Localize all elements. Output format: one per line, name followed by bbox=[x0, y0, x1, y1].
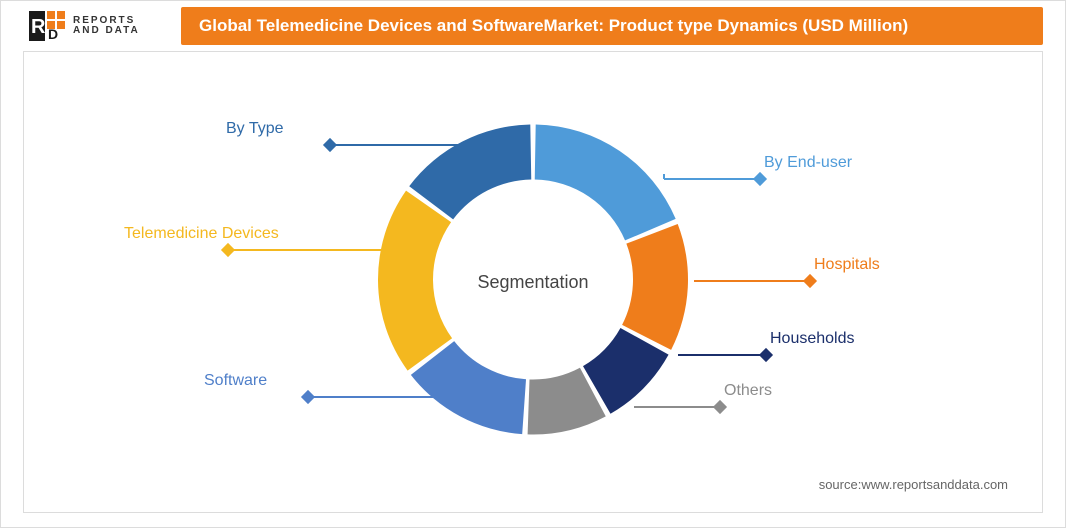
logo: R D REPORTS AND DATA bbox=[1, 1, 181, 51]
title-bar: Global Telemedicine Devices and Software… bbox=[181, 7, 1043, 45]
callout-leader bbox=[634, 406, 720, 408]
callout-label: Others bbox=[724, 382, 772, 400]
callout-label: By Type bbox=[226, 120, 426, 138]
svg-text:R: R bbox=[31, 16, 46, 38]
callout-leader-elbow bbox=[467, 145, 469, 150]
callout-leader bbox=[664, 178, 760, 180]
callout-leader bbox=[308, 396, 444, 398]
callout-label: Software bbox=[204, 372, 404, 390]
callout-leader bbox=[228, 249, 404, 251]
source-text: source:www.reportsanddata.com bbox=[819, 477, 1008, 492]
logo-text: REPORTS AND DATA bbox=[73, 16, 140, 36]
logo-line2: AND DATA bbox=[73, 26, 140, 36]
callout-label: Hospitals bbox=[814, 256, 880, 274]
callout-label: By End-user bbox=[764, 154, 852, 172]
callouts-layer: By Type Telemedicine Devices Software By En… bbox=[24, 52, 1042, 512]
callout-leader bbox=[678, 354, 766, 356]
callout-leader bbox=[330, 144, 468, 146]
chart-area: Segmentation By TypeTelemedicine Devices… bbox=[23, 51, 1043, 513]
callout-label: Telemedicine Devices bbox=[124, 225, 324, 243]
callout-leader-elbow bbox=[443, 392, 445, 397]
header-row: R D REPORTS AND DATA Global Telemedicine… bbox=[1, 1, 1065, 51]
logo-icon: R D bbox=[29, 11, 67, 41]
callout-label: Households bbox=[770, 330, 855, 348]
logo-mark: R D bbox=[29, 11, 67, 41]
callout-leader-elbow bbox=[663, 174, 665, 179]
callout-leader bbox=[694, 280, 810, 282]
svg-text:D: D bbox=[48, 26, 58, 41]
page-title: Global Telemedicine Devices and Software… bbox=[199, 16, 908, 36]
page-container: R D REPORTS AND DATA Global Telemedicine… bbox=[0, 0, 1066, 528]
